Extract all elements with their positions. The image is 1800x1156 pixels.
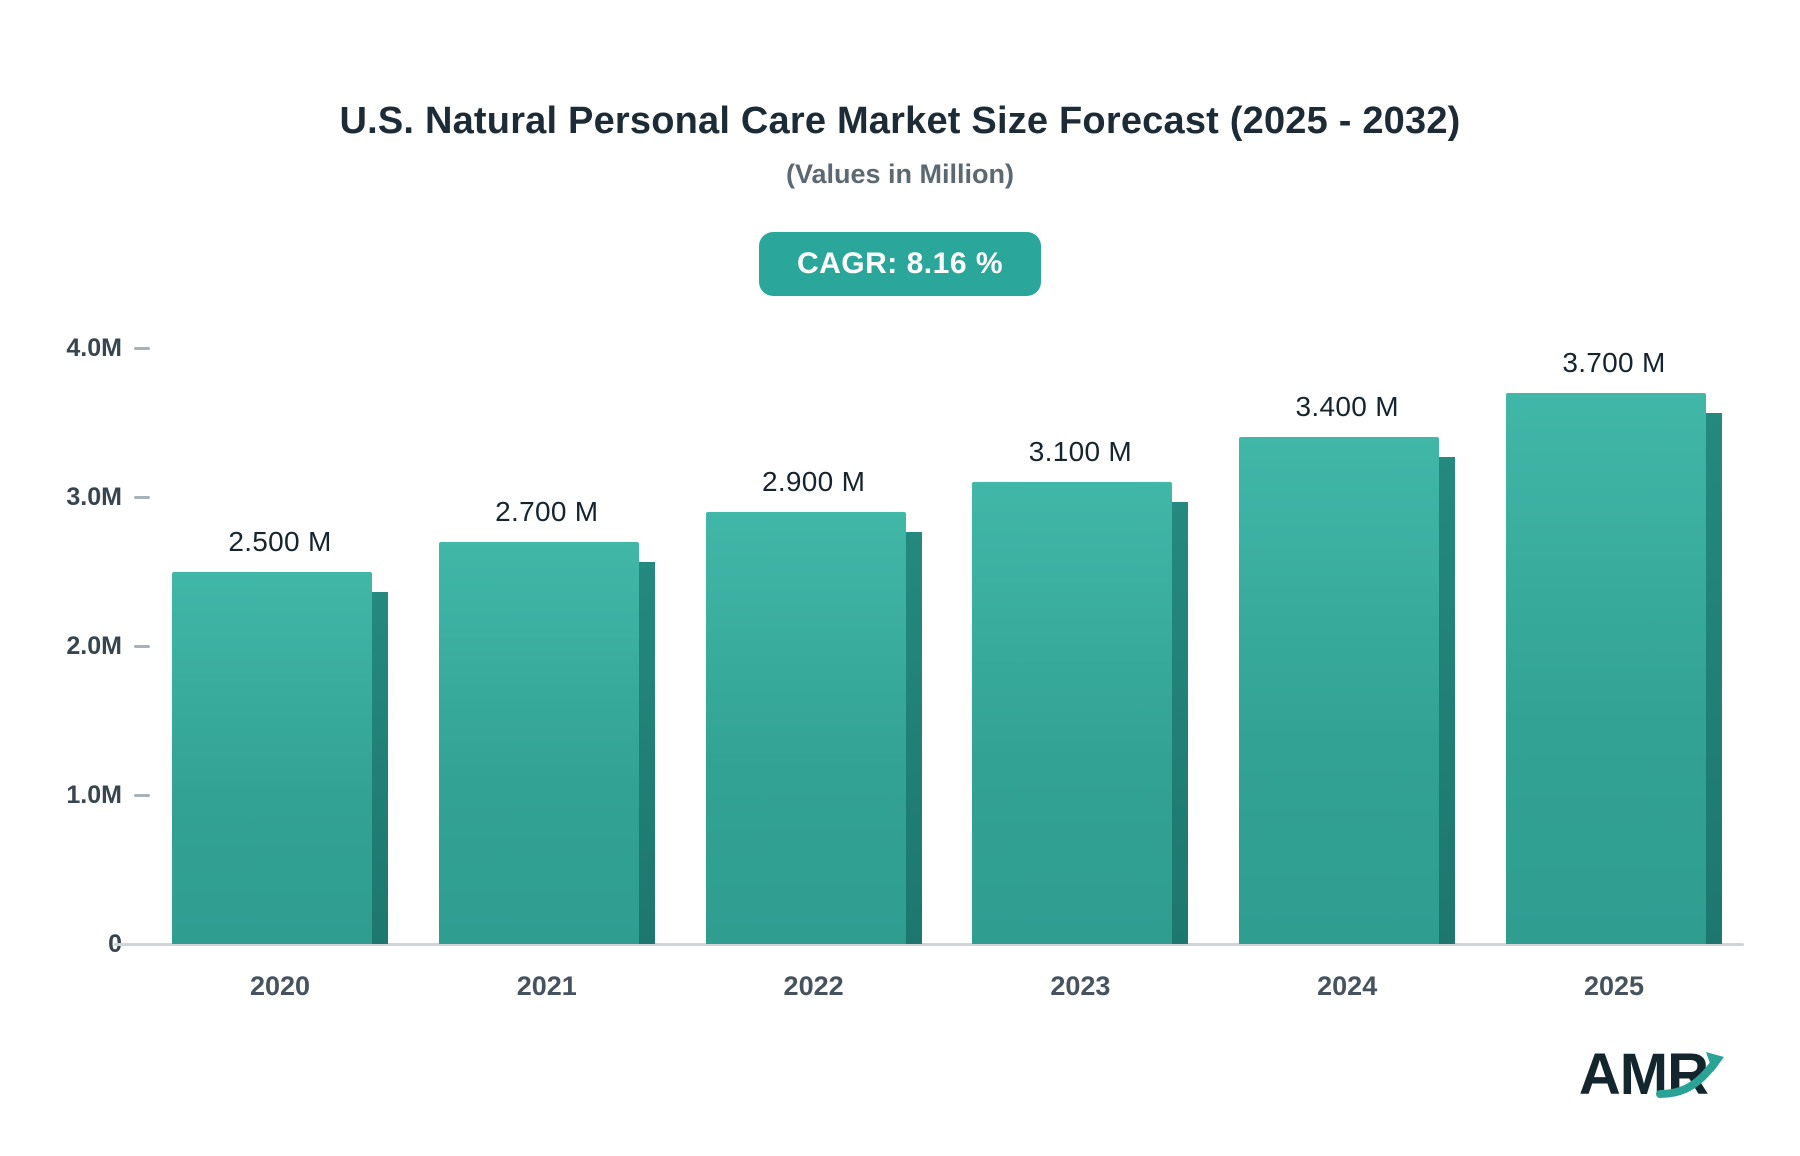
amr-logo: AMR [1578,1040,1724,1110]
y-tick-mark [134,346,150,350]
y-tick-label: 1.0M [66,780,122,809]
bar-group: 3.700 M 2025 [1505,347,1722,1001]
bar-value-label: 2.500 M [228,525,332,557]
plot-area: 2.500 M 2020 2.700 M 2021 2.900 M 2022 3.100 M… [114,347,1744,1001]
bar-value-label: 3.400 M [1295,391,1399,423]
y-tick-label: 4.0M [66,333,122,362]
bar [972,482,1173,944]
bar-group: 2.900 M 2022 [705,466,922,1001]
trend-up-arrow-icon [1656,1052,1724,1098]
bar-value-label: 3.100 M [1028,436,1133,468]
x-axis-label: 2025 [1583,971,1645,1001]
bar-value-label: 2.900 M [761,465,866,497]
y-tick-mark [134,644,150,648]
bar-group: 2.700 M 2021 [438,496,655,1001]
bar-side-shadow [372,591,388,944]
y-tick-label: 2.0M [66,631,122,660]
bar-group: 3.100 M 2023 [972,436,1189,1001]
bar [1505,392,1706,944]
bar-side-shadow [638,561,655,944]
bar [1239,437,1440,944]
bar [438,541,639,944]
y-tick: 1.0M [66,781,150,809]
x-axis-label: 2021 [516,971,577,1001]
x-axis-label: 2024 [1317,971,1378,1001]
bar-group: 3.400 M 2024 [1239,391,1456,1001]
bar-value-label: 2.700 M [495,495,599,527]
y-tick: 3.0M [66,483,150,511]
bar-side-shadow [1172,502,1189,944]
bar-value-label: 3.700 M [1562,346,1666,378]
y-tick: 4.0M [66,334,150,362]
cagr-badge: CAGR: 8.16 % [758,232,1042,296]
x-axis-line [114,943,1744,946]
bar [705,511,906,944]
bar-side-shadow [905,531,922,944]
bar [172,571,372,944]
y-tick-mark [134,495,150,499]
chart-title: U.S. Natural Personal Care Market Size F… [339,100,1461,142]
bar-side-shadow [1705,412,1722,944]
y-tick: 2.0M [66,632,150,660]
amr-logo-text: AMR [1578,1042,1709,1107]
x-axis-label: 2023 [1050,971,1111,1001]
x-axis-label: 2020 [249,971,311,1001]
y-axis: 4.0M3.0M2.0M1.0M0 [40,334,150,958]
y-tick-label: 3.0M [66,482,122,511]
bar-side-shadow [1439,457,1456,944]
chart-subtitle: (Values in Million) [785,159,1015,189]
y-tick-mark [134,793,150,797]
bar-group: 2.500 M 2020 [172,526,388,1001]
x-axis-label: 2022 [783,971,844,1001]
